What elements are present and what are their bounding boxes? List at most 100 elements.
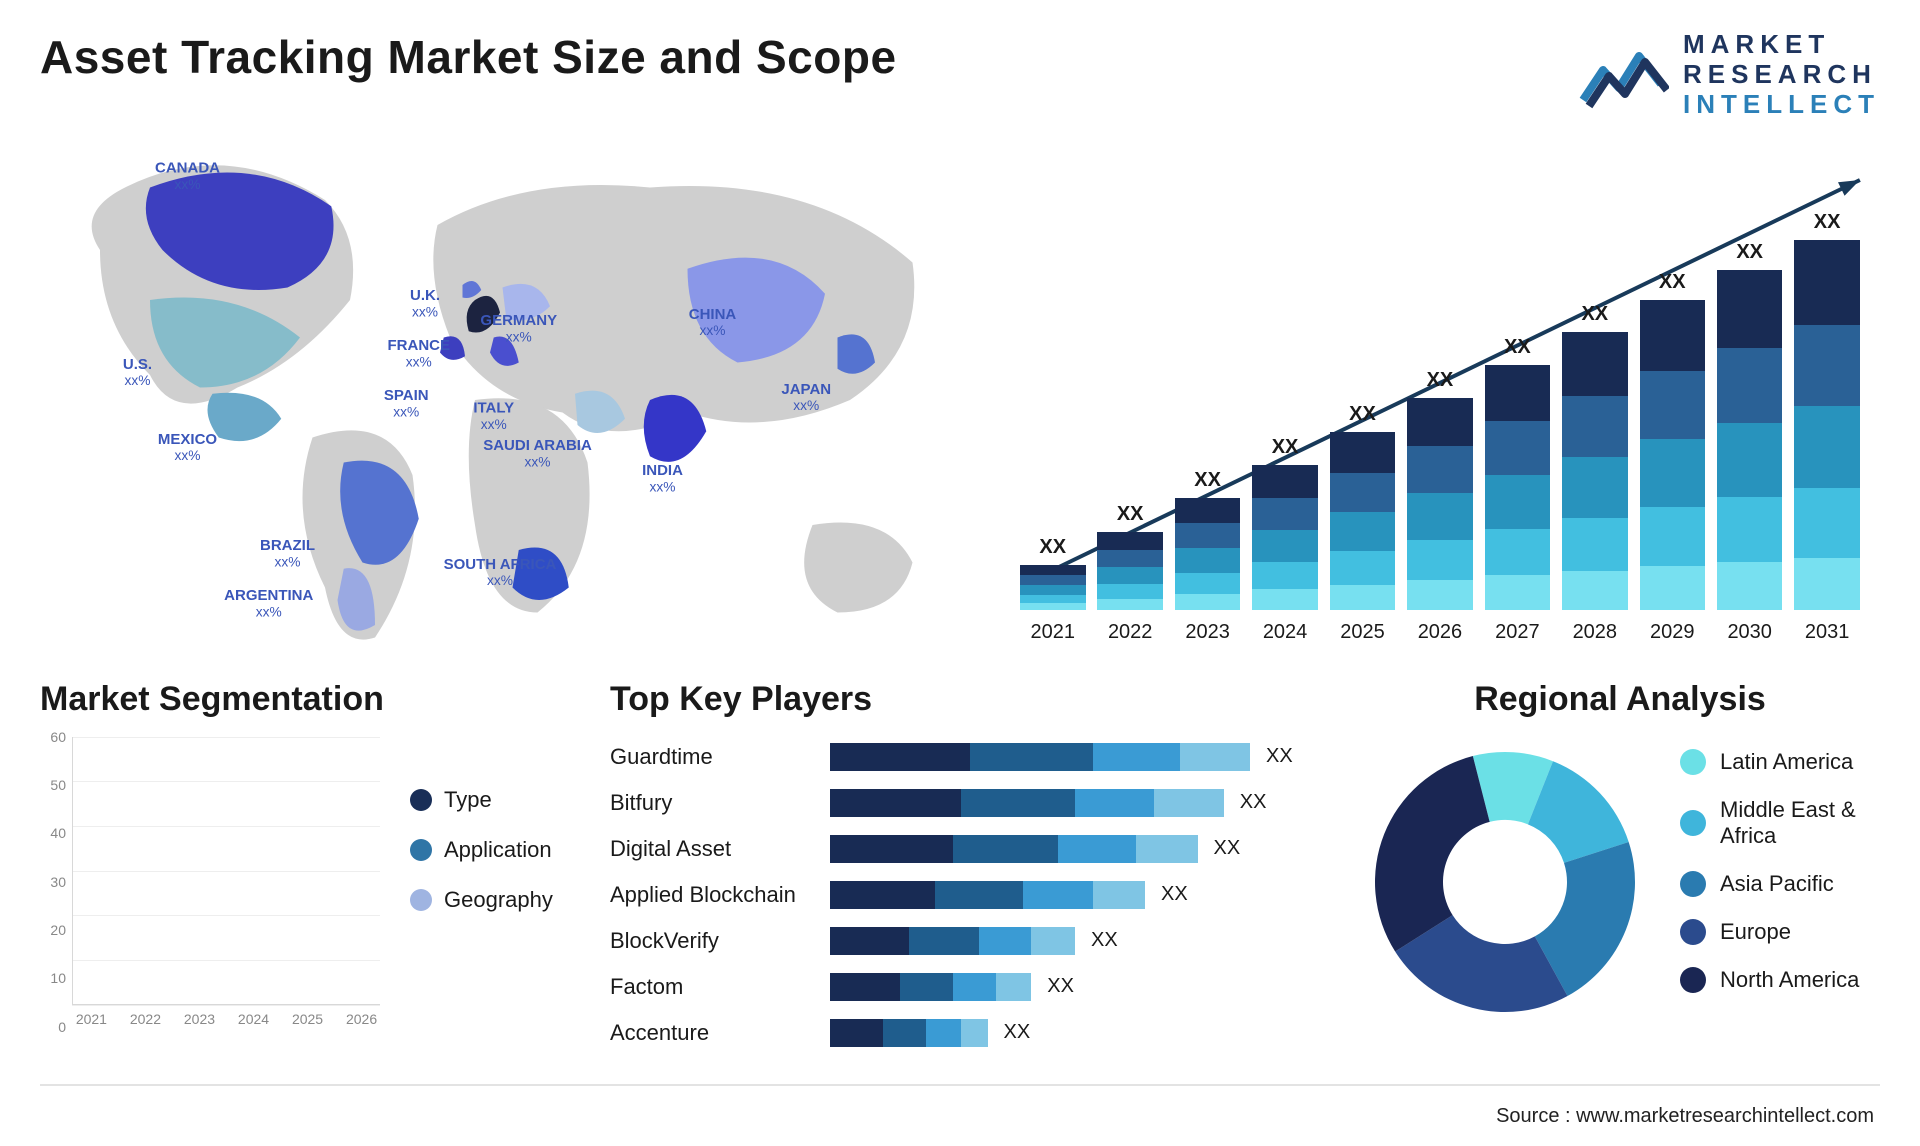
svg-text:xx%: xx% [481, 416, 507, 431]
legend-label: Europe [1720, 919, 1791, 945]
source-label: Source : www.marketresearchintellect.com [1496, 1105, 1874, 1128]
legend-dot [410, 789, 432, 811]
regional-legend: Latin America Middle East & Africa Asia Pa… [1680, 749, 1880, 1015]
legend-dot [410, 839, 432, 861]
seg-legend-item: Application [410, 837, 580, 863]
growth-year-label: 2024 [1252, 621, 1318, 644]
growth-bar-value: XX [1349, 403, 1376, 426]
growth-bar-value: XX [1581, 303, 1608, 326]
segmentation-title: Market Segmentation [40, 680, 580, 719]
growth-year-label: 2021 [1020, 621, 1086, 644]
svg-text:xx%: xx% [506, 329, 532, 344]
seg-year-label: 2021 [73, 1011, 110, 1027]
legend-label: Latin America [1720, 749, 1853, 775]
legend-label: Asia Pacific [1720, 871, 1834, 897]
legend-label: Application [444, 837, 552, 863]
svg-text:xx%: xx% [650, 479, 676, 494]
key-player-value: XX [1240, 791, 1267, 814]
seg-year-label: 2024 [235, 1011, 272, 1027]
growth-year-label: 2026 [1407, 621, 1473, 644]
svg-text:ARGENTINA: ARGENTINA [224, 587, 313, 604]
growth-bar: XX [1175, 469, 1241, 610]
svg-text:xx%: xx% [412, 304, 438, 319]
key-player-bar [830, 743, 1250, 771]
seg-y-tick: 50 [40, 777, 66, 793]
key-player-bar [830, 973, 1031, 1001]
growth-year-label: 2027 [1485, 621, 1551, 644]
key-player-name: Accenture [610, 1020, 830, 1046]
page-title: Asset Tracking Market Size and Scope [40, 30, 897, 84]
seg-year-label: 2023 [181, 1011, 218, 1027]
svg-text:JAPAN: JAPAN [781, 380, 831, 397]
svg-text:xx%: xx% [487, 573, 513, 588]
regional-legend-item: Middle East & Africa [1680, 797, 1880, 849]
key-player-name: Factom [610, 974, 830, 1000]
growth-year-label: 2028 [1562, 621, 1628, 644]
logo-line1: MARKET [1683, 30, 1880, 60]
key-player-name: Bitfury [610, 790, 830, 816]
svg-text:SOUTH AFRICA: SOUTH AFRICA [444, 555, 557, 572]
key-player-name: Guardtime [610, 744, 830, 770]
svg-text:INDIA: INDIA [642, 462, 683, 479]
seg-y-tick: 0 [40, 1019, 66, 1035]
key-players-title: Top Key Players [610, 680, 1330, 719]
key-player-row: Factom XX [610, 967, 1330, 1007]
growth-bar: XX [1717, 241, 1783, 610]
key-player-row: GuardtimeXX [610, 737, 1330, 777]
growth-bar: XX [1252, 436, 1318, 610]
svg-text:xx%: xx% [793, 398, 819, 413]
growth-year-label: 2029 [1640, 621, 1706, 644]
key-player-row: Applied BlockchainXX [610, 875, 1330, 915]
svg-text:xx%: xx% [275, 554, 301, 569]
growth-bar: XX [1485, 336, 1551, 610]
svg-text:CHINA: CHINA [689, 305, 737, 322]
growth-bar-value: XX [1272, 436, 1299, 459]
svg-text:GERMANY: GERMANY [480, 312, 557, 329]
footer-divider [40, 1084, 1880, 1086]
growth-bar: XX [1562, 303, 1628, 610]
svg-text:U.K.: U.K. [410, 287, 440, 304]
growth-bar: XX [1407, 369, 1473, 610]
growth-year-label: 2030 [1717, 621, 1783, 644]
growth-bar-value: XX [1814, 211, 1841, 234]
regional-donut [1360, 737, 1650, 1027]
svg-text:SPAIN: SPAIN [384, 387, 429, 404]
svg-text:xx%: xx% [256, 604, 282, 619]
regional-legend-item: Europe [1680, 919, 1880, 945]
growth-year-label: 2022 [1097, 621, 1163, 644]
legend-label: North America [1720, 967, 1859, 993]
svg-text:CANADA: CANADA [155, 159, 220, 176]
growth-chart: XXXXXXXXXXXXXXXXXXXXXX 20212022202320242… [1000, 150, 1880, 650]
growth-bar: XX [1097, 503, 1163, 610]
key-player-row: BlockVerifyXX [610, 921, 1330, 961]
key-player-name: Applied Blockchain [610, 882, 830, 908]
seg-legend-item: Geography [410, 887, 580, 913]
growth-bar-value: XX [1504, 336, 1531, 359]
regional-title: Regional Analysis [1360, 680, 1880, 719]
seg-y-tick: 20 [40, 922, 66, 938]
donut-slice [1375, 756, 1490, 951]
legend-dot [1680, 871, 1706, 897]
regional-panel: Regional Analysis Latin America Middle Ea… [1360, 680, 1880, 1059]
legend-label: Type [444, 787, 492, 813]
growth-bar-value: XX [1736, 241, 1763, 264]
key-player-name: Digital Asset [610, 836, 830, 862]
world-map: CANADAxx%U.S.xx%MEXICOxx%BRAZILxx%ARGENT… [40, 150, 960, 650]
legend-label: Geography [444, 887, 553, 913]
seg-y-tick: 40 [40, 825, 66, 841]
logo-icon [1579, 40, 1669, 110]
growth-bar: XX [1794, 211, 1860, 610]
growth-bar: XX [1330, 403, 1396, 610]
key-player-bar [830, 881, 1145, 909]
key-player-value: XX [1047, 975, 1074, 998]
key-players-panel: Top Key Players GuardtimeXXBitfuryXXDigi… [610, 680, 1330, 1059]
svg-text:xx%: xx% [700, 323, 726, 338]
svg-text:FRANCE: FRANCE [388, 337, 451, 354]
seg-y-tick: 30 [40, 874, 66, 890]
legend-dot [1680, 810, 1706, 836]
key-player-row: Bitfury XX [610, 783, 1330, 823]
svg-text:xx%: xx% [393, 404, 419, 419]
growth-bar-value: XX [1659, 271, 1686, 294]
svg-text:ITALY: ITALY [473, 399, 514, 416]
legend-dot [1680, 919, 1706, 945]
